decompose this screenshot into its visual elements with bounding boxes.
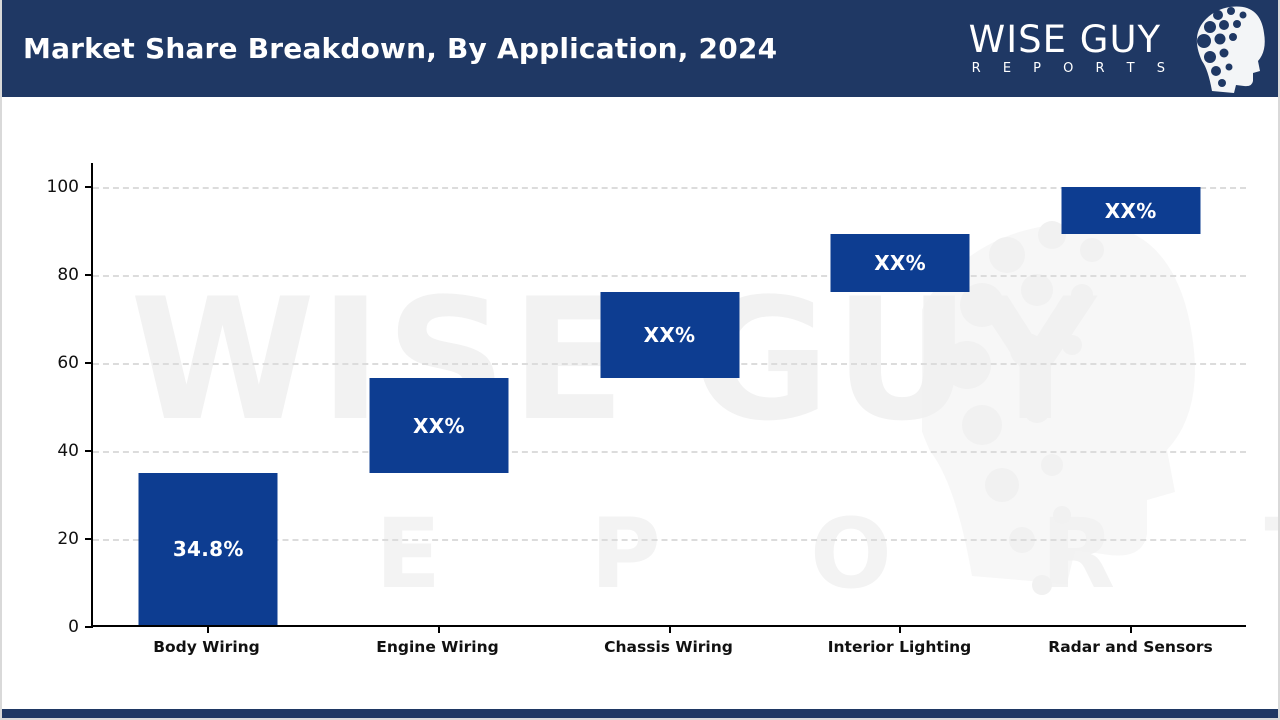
bar-interior-lighting: XX% [830,234,970,293]
x-category-label-radar-and-sensors: Radar and Sensors [1048,638,1213,656]
y-tick-mark-20 [85,538,93,541]
logo-wordmark: WISE GUY [968,18,1162,61]
wise-guy-logo: WISE GUY R E P O R T S [969,1,1278,97]
x-category-label-engine-wiring: Engine Wiring [376,638,499,656]
plot-area: 0 20 40 60 80 100 34.8% XX% XX% XX% XX% [47,163,1246,637]
bar-body-wiring: 34.8% [138,472,278,625]
logo-text: WISE GUY R E P O R T S [969,21,1174,76]
watermark-head-icon [908,195,1222,619]
y-tick-mark-80 [85,274,93,277]
x-category-label-chassis-wiring: Chassis Wiring [604,638,733,656]
bar-value-label: XX% [413,413,465,438]
y-tick-mark-40 [85,450,93,453]
x-tick-mark [1129,625,1132,633]
y-tick-label-40: 40 [57,441,79,462]
y-tick-mark-60 [85,362,93,365]
gridline-100 [93,187,1246,190]
bar-value-label: XX% [643,323,696,348]
dotted-head-profile-icon [1168,1,1268,97]
gridline-40 [93,451,1246,454]
bar-value-label: 34.8% [172,536,244,561]
y-tick-label-100: 100 [46,177,79,198]
gridline-80 [93,275,1246,278]
x-category-label-interior-lighting: Interior Lighting [827,638,972,656]
y-tick-label-80: 80 [57,265,79,286]
y-tick-label-60: 60 [57,353,79,374]
bar-value-label: XX% [1104,198,1157,223]
bar-value-label: XX% [874,251,926,276]
footer-bar [2,709,1278,718]
header-bar: Market Share Breakdown, By Application, … [2,0,1278,97]
bar-chassis-wiring: XX% [600,292,739,379]
bar-engine-wiring: XX% [369,378,509,473]
x-tick-mark [668,625,671,633]
bar-radar-and-sensors: XX% [1061,187,1201,235]
y-tick-mark-0 [85,626,93,628]
logo-subtitle: R E P O R T S [971,61,1174,76]
y-tick-mark-100 [85,186,93,189]
x-tick-mark [437,625,440,633]
y-tick-label-0: 0 [68,617,79,637]
x-tick-mark [899,625,902,633]
x-axis-labels: Body Wiring Engine Wiring Chassis Wiring In… [91,638,1246,664]
x-tick-mark [207,625,210,633]
gridline-20 [93,539,1246,542]
y-tick-label-20: 20 [57,529,79,550]
page-title: Market Share Breakdown, By Application, … [23,32,778,65]
x-category-label-body-wiring: Body Wiring [153,638,260,656]
